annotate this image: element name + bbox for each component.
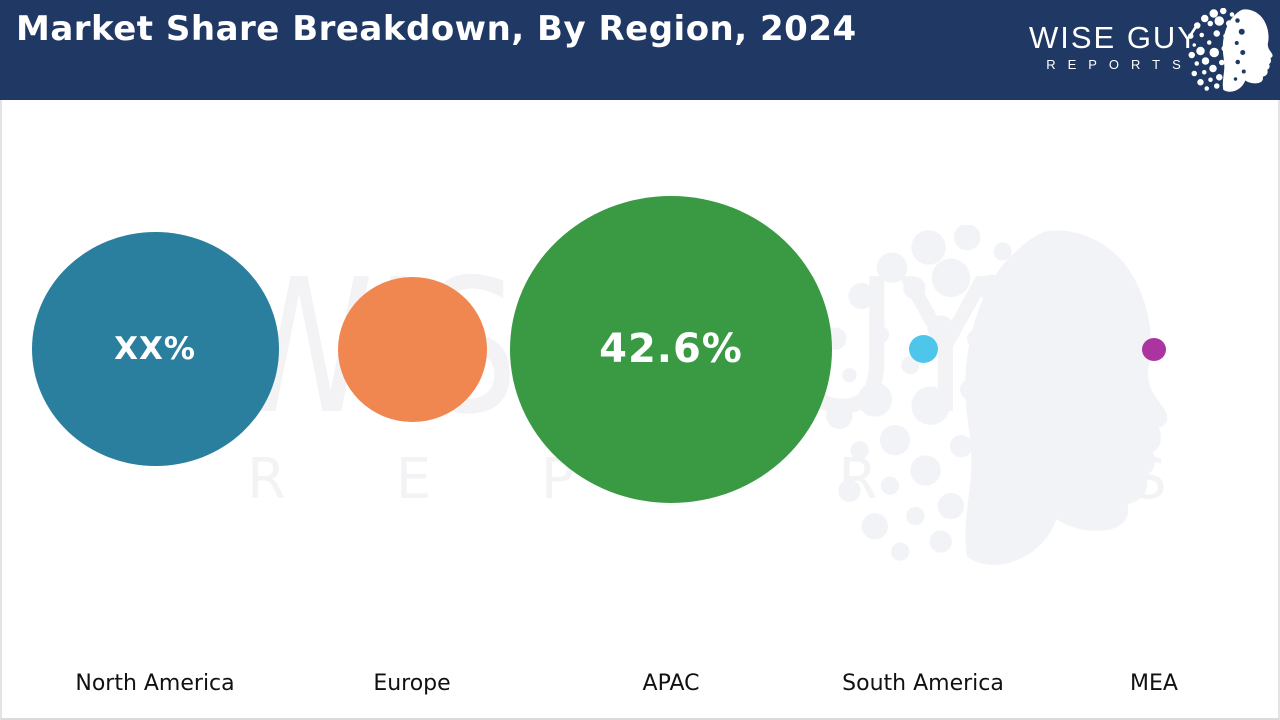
- logo-wordmark-line1: WISE GUY: [1028, 20, 1200, 55]
- logo-wordmark-line2: REPORTS: [1046, 57, 1193, 72]
- category-label-south-america: South America: [842, 671, 1004, 696]
- bubble-mea: [1142, 337, 1166, 361]
- logo-wordmark: WISE GUY REPORTS: [1029, 22, 1200, 71]
- bubble-europe: [337, 276, 487, 422]
- header: Market Share Breakdown, By Region, 2024 …: [0, 0, 1280, 100]
- category-label-mea: MEA: [1130, 671, 1178, 696]
- page-title: Market Share Breakdown, By Region, 2024: [16, 9, 857, 49]
- bubble-value-label: XX%: [114, 331, 196, 367]
- bubble-chart: WISE GUY R E P O R T S: [0, 100, 1280, 720]
- bubble-north-america: XX%: [31, 232, 279, 466]
- wise-guy-logo: WISE GUY REPORTS: [1029, 8, 1274, 93]
- bubble-value-label: 42.6%: [599, 326, 743, 372]
- category-label-north-america: North America: [75, 671, 235, 696]
- logo-head-icon: [1188, 8, 1273, 92]
- bubble-south-america: [908, 335, 938, 363]
- category-label-europe: Europe: [373, 671, 451, 696]
- bubble-layer: XX% 42.6%: [2, 100, 1278, 718]
- bubble-apac: 42.6%: [510, 195, 832, 503]
- category-labels: North America Europe APAC South America MEA: [2, 100, 1278, 718]
- category-label-apac: APAC: [642, 671, 700, 696]
